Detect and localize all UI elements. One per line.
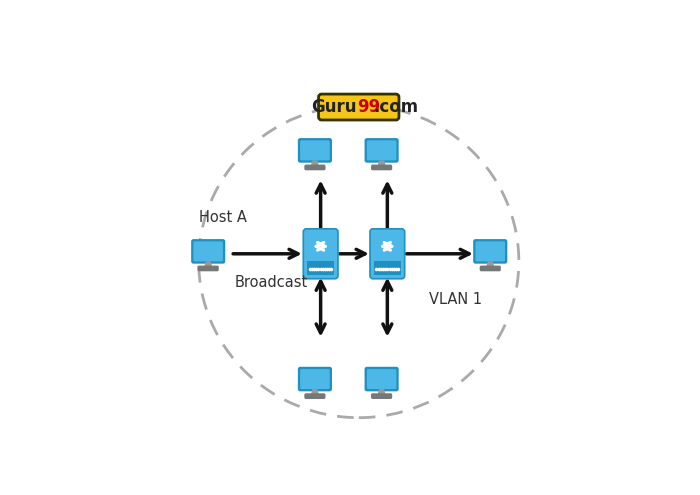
Polygon shape — [311, 389, 319, 395]
FancyBboxPatch shape — [191, 239, 225, 264]
Text: Broadcast: Broadcast — [235, 275, 308, 290]
Text: 99: 99 — [358, 98, 381, 116]
Polygon shape — [377, 160, 386, 166]
FancyBboxPatch shape — [365, 367, 399, 392]
Polygon shape — [486, 261, 494, 267]
FancyBboxPatch shape — [374, 261, 401, 275]
FancyBboxPatch shape — [193, 242, 223, 261]
FancyBboxPatch shape — [300, 369, 330, 389]
FancyBboxPatch shape — [307, 261, 334, 275]
FancyBboxPatch shape — [480, 266, 500, 271]
FancyBboxPatch shape — [475, 242, 505, 261]
FancyBboxPatch shape — [367, 369, 396, 389]
Text: Host A: Host A — [199, 210, 246, 225]
FancyBboxPatch shape — [370, 229, 405, 279]
Polygon shape — [377, 389, 386, 395]
FancyBboxPatch shape — [303, 229, 338, 279]
Polygon shape — [311, 160, 319, 166]
Text: VLAN 1: VLAN 1 — [429, 292, 482, 307]
FancyBboxPatch shape — [304, 393, 326, 399]
FancyBboxPatch shape — [365, 138, 399, 163]
FancyBboxPatch shape — [318, 94, 399, 120]
FancyBboxPatch shape — [197, 266, 219, 271]
FancyBboxPatch shape — [371, 164, 392, 170]
FancyBboxPatch shape — [473, 239, 508, 264]
FancyBboxPatch shape — [367, 141, 396, 160]
Polygon shape — [204, 261, 212, 267]
Text: Guru: Guru — [312, 98, 357, 116]
FancyBboxPatch shape — [371, 393, 392, 399]
FancyBboxPatch shape — [298, 138, 332, 163]
FancyBboxPatch shape — [300, 141, 330, 160]
FancyBboxPatch shape — [298, 367, 332, 392]
Text: .com: .com — [373, 98, 419, 116]
FancyBboxPatch shape — [304, 164, 326, 170]
